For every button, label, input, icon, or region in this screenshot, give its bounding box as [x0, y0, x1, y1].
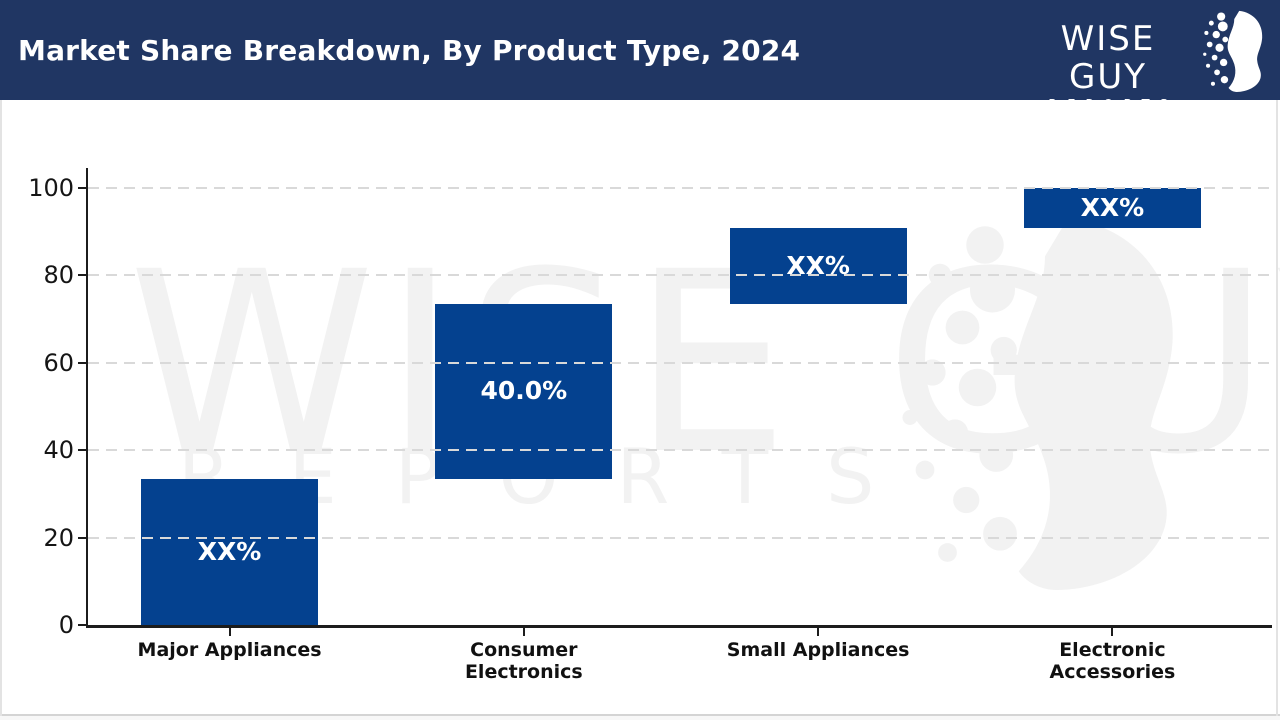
- bar-value-label: 40.0%: [480, 376, 568, 406]
- logo-reports-label: REPORTS: [1048, 98, 1178, 113]
- y-tick-mark: [78, 361, 86, 364]
- logo-head-icon: [1203, 10, 1263, 92]
- x-tick-mark: [228, 628, 231, 636]
- bar-value-label: XX%: [786, 250, 850, 280]
- y-tick-label: 20: [43, 523, 74, 552]
- header-bar: Market Share Breakdown, By Product Type,…: [0, 0, 1280, 113]
- logo-wiseguy-label: WISE GUY: [1060, 19, 1156, 97]
- x-category-label: Major Appliances: [137, 639, 322, 661]
- x-category-label: Small Appliances: [726, 639, 910, 661]
- x-tick-mark: [817, 628, 820, 636]
- gridline: [88, 449, 1272, 451]
- gridline: [88, 274, 1272, 276]
- bar-4[interactable]: [1023, 187, 1201, 228]
- bar-value-label: XX%: [197, 536, 262, 566]
- y-tick-mark: [78, 274, 86, 276]
- y-tick-label: 60: [43, 348, 74, 377]
- x-tick-mark: [522, 628, 525, 636]
- y-tick-label: 100: [28, 173, 74, 202]
- x-tick-mark: [1111, 628, 1114, 636]
- y-tick-label: 80: [43, 261, 74, 289]
- left-edge-rule: [0, 100, 2, 716]
- bottom-edge-pad: [0, 716, 1280, 720]
- gridline: [88, 361, 1272, 364]
- y-tick-mark: [78, 536, 86, 539]
- bottom-edge-rule: [0, 714, 1280, 716]
- right-edge-rule: [1276, 100, 1278, 716]
- y-tick-mark: [78, 449, 86, 451]
- y-tick-label: 40: [43, 436, 74, 464]
- gridline: [88, 186, 1272, 189]
- x-category-label: Consumer Electronics: [464, 639, 583, 683]
- y-axis-spine: [86, 168, 88, 627]
- x-axis-spine: [86, 625, 1272, 628]
- page-title: Market Share Breakdown, By Product Type,…: [18, 33, 801, 67]
- bar-3[interactable]: [729, 227, 907, 304]
- bar-value-label: XX%: [1080, 192, 1145, 222]
- bar-1[interactable]: [141, 478, 319, 625]
- x-category-label: Electronic Accessories: [1049, 639, 1176, 683]
- y-tick-mark: [78, 624, 86, 626]
- logo-text: WISE GUY REPORTS: [1016, 20, 1200, 113]
- y-tick-mark: [78, 186, 86, 189]
- y-tick-label: 0: [58, 611, 74, 639]
- wiseguy-logo: WISE GUY REPORTS: [1016, 8, 1266, 113]
- watermark-head-icon: [902, 218, 1173, 590]
- gridline: [88, 536, 1272, 539]
